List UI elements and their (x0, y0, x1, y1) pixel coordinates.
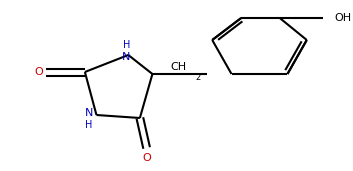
Text: H: H (85, 120, 92, 130)
Text: N: N (122, 52, 131, 62)
Text: OH: OH (335, 13, 352, 23)
Text: O: O (142, 153, 151, 163)
Text: O: O (34, 67, 43, 77)
Text: H: H (123, 40, 130, 50)
Text: 2: 2 (195, 73, 201, 82)
Text: N: N (85, 108, 93, 118)
Text: CH: CH (170, 62, 186, 72)
